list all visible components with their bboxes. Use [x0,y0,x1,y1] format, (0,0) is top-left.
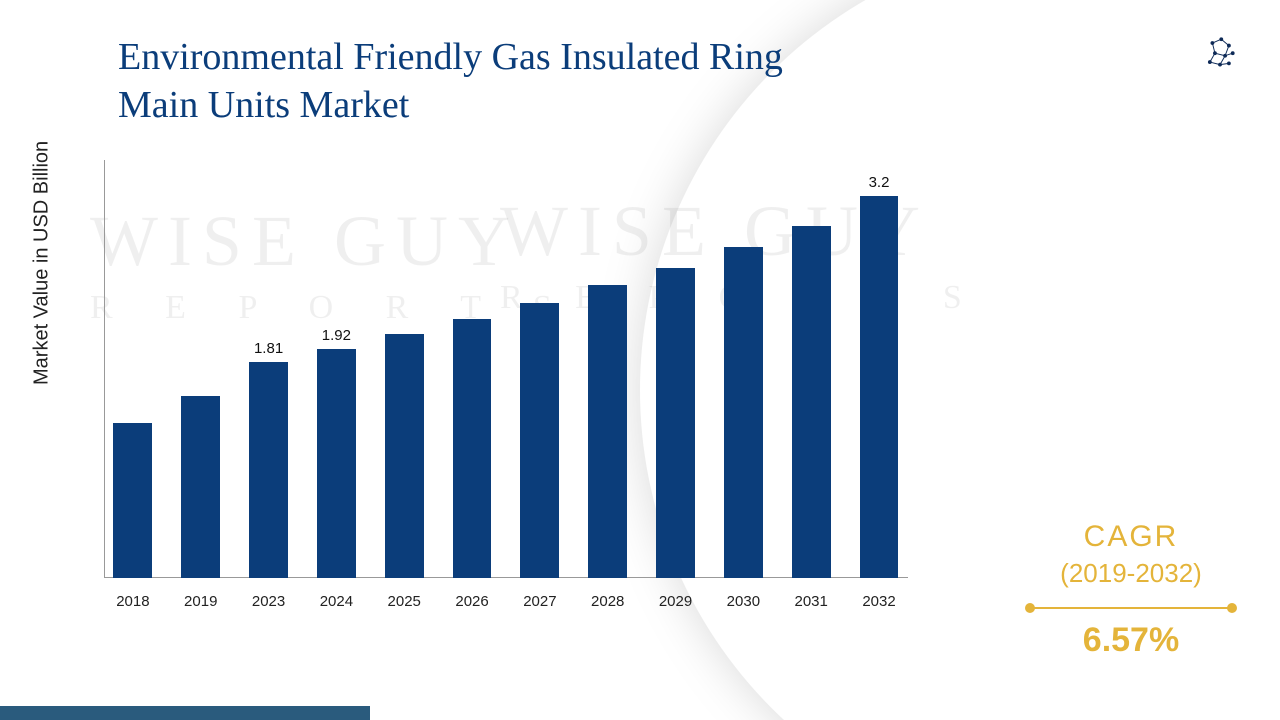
bar [113,423,152,578]
x-tick: 2029 [651,593,701,610]
bar [588,285,627,578]
bar-2031 [786,160,836,578]
x-tick: 2032 [854,593,904,610]
bar-2024: 1.92 [311,160,361,578]
x-tick: 2027 [515,593,565,610]
cagr-divider [1030,607,1232,609]
bar-2023: 1.81 [244,160,294,578]
bar [385,334,424,578]
brand-main: WISE GUY [990,22,1177,86]
bar [453,319,492,578]
x-tick: 2018 [108,593,158,610]
bar-chart: Market Value in USD Billion 1.811.923.2 … [48,150,908,620]
bar-value-label: 1.81 [254,340,283,358]
cagr-label: CAGR [1016,520,1246,554]
bar [181,396,220,578]
bar [317,349,356,578]
brand-sub: R E P O R T S [990,90,1177,122]
bar [792,226,831,578]
bar-2030 [718,160,768,578]
cagr-block: CAGR (2019-2032) 6.57% [1016,520,1246,660]
x-tick: 2028 [583,593,633,610]
bar-2029 [651,160,701,578]
bars-container: 1.81 1.92 3.2 [104,160,908,578]
bar-value-label: 3.2 [869,174,890,192]
bar-value-label: 1.92 [322,327,351,345]
x-tick: 2031 [786,593,836,610]
bar [520,303,559,578]
y-axis-label: Market Value in USD Billion [31,141,54,385]
footer-accent [0,706,370,720]
x-tick: 2026 [447,593,497,610]
x-tick: 2030 [718,593,768,610]
x-tick: 2019 [176,593,226,610]
page: WISE GUY R E P O R T S WISE GUY R E P O … [0,0,1280,720]
bar-2028 [583,160,633,578]
bar [656,268,695,579]
bar [860,196,899,578]
x-tick: 2025 [379,593,429,610]
x-tick: 2023 [244,593,294,610]
bar-2032: 3.2 [854,160,904,578]
bar-2019 [176,160,226,578]
plot-area: 1.81 1.92 3.2 [104,160,908,578]
bar-2025 [379,160,429,578]
x-tick-labels: 2018 2019 2023 2024 2025 2026 2027 2028 2029 2030… [104,593,908,610]
brain-head-icon [1187,22,1250,92]
cagr-range: (2019-2032) [1016,558,1246,589]
brand-block: WISE GUY R E P O R T S [990,22,1250,122]
bar [724,247,763,578]
x-tick: 2024 [311,593,361,610]
cagr-value: 6.57% [1016,621,1246,660]
chart-title: Environmental Friendly Gas Insulated Rin… [118,34,838,129]
bar-2018 [108,160,158,578]
bar-2027 [515,160,565,578]
bar [249,362,288,578]
bar-2026 [447,160,497,578]
